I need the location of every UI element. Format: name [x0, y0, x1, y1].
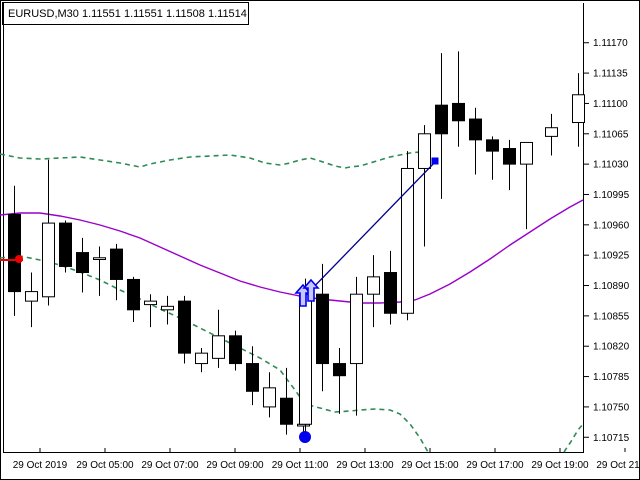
candlestick[interactable] — [401, 151, 414, 321]
candlestick[interactable] — [42, 159, 55, 306]
candlestick[interactable] — [195, 347, 208, 373]
candlestick[interactable] — [367, 255, 380, 328]
x-axis-tick-label: 29 Oct 05:00 — [76, 460, 134, 471]
candlestick[interactable] — [229, 330, 242, 371]
y-axis-tick-label: 1.10890 — [593, 281, 630, 292]
quote-header-text: EURUSD,M30 1.11551 1.11551 1.11508 1.115… — [8, 8, 247, 20]
y-axis-tick-label: 1.10820 — [593, 342, 630, 353]
x-axis-tick-label: 29 Oct 19:00 — [531, 460, 589, 471]
x-axis-ticks — [39, 448, 626, 452]
candlestick[interactable] — [435, 53, 448, 199]
x-axis-tick-label: 29 Oct 09:00 — [206, 460, 264, 471]
candlestick[interactable] — [572, 73, 585, 147]
x-axis-labels: 29 Oct 2019 29 Oct 05:00 29 Oct 07:00 29 Oc… — [13, 460, 640, 471]
candlestick[interactable] — [246, 346, 259, 406]
y-axis-tick-label: 1.10750 — [593, 402, 630, 413]
candlestick[interactable] — [469, 107, 482, 175]
y-axis-labels: 1.11170 1.11135 1.11100 1.11065 1.11030 1.109… — [593, 38, 630, 444]
y-axis-tick-label: 1.11170 — [593, 38, 628, 49]
candlestick[interactable] — [418, 125, 431, 247]
x-axis-tick-label: 29 Oct 07:00 — [141, 460, 199, 471]
x-axis-tick-label: 29 Oct 15:00 — [401, 460, 459, 471]
candlestick[interactable] — [503, 139, 516, 191]
candlestick[interactable] — [384, 250, 397, 325]
candlestick[interactable] — [212, 309, 225, 368]
candlestick[interactable] — [8, 185, 21, 316]
low-dot-marker[interactable] — [299, 431, 311, 443]
indicator-line — [563, 423, 584, 453]
candlestick[interactable] — [452, 51, 465, 147]
y-axis-tick-label: 1.10855 — [593, 311, 630, 322]
indicator-line — [0, 151, 426, 169]
candlestick[interactable] — [263, 372, 276, 418]
candlestick[interactable] — [144, 294, 157, 328]
x-axis-tick-label: 29 Oct 2019 — [13, 460, 68, 471]
chart-objects[interactable] — [0, 157, 439, 444]
candlestick[interactable] — [486, 136, 499, 180]
x-axis-tick-label: 29 Oct 11:00 — [272, 460, 329, 471]
candlestick[interactable] — [110, 243, 123, 301]
y-axis-tick-label: 1.11135 — [593, 69, 628, 80]
candlestick[interactable] — [350, 276, 363, 416]
y-axis-tick-label: 1.10960 — [593, 220, 630, 231]
candlestick-series[interactable] — [8, 51, 585, 440]
candlestick[interactable] — [127, 276, 140, 322]
candlestick[interactable] — [280, 367, 293, 435]
candlestick[interactable] — [76, 237, 89, 293]
candlestick[interactable] — [178, 295, 191, 364]
candlestick[interactable] — [25, 272, 38, 328]
y-axis-ticks — [584, 42, 589, 438]
candlestick[interactable] — [59, 220, 72, 273]
y-axis-tick-label: 1.11065 — [593, 129, 629, 140]
red-dot-marker[interactable] — [15, 255, 23, 263]
candlestick[interactable] — [316, 263, 329, 392]
y-axis-tick-label: 1.11030 — [593, 160, 629, 171]
y-axis-tick-label: 1.10995 — [593, 190, 630, 201]
candlestick[interactable] — [333, 347, 346, 414]
candlestick[interactable] — [161, 295, 174, 325]
y-axis-tick-label: 1.11100 — [593, 99, 628, 110]
y-axis-tick-label: 1.10785 — [593, 372, 630, 383]
x-axis-tick-label: 29 Oct 17:00 — [466, 460, 524, 471]
y-axis-tick-label: 1.10925 — [593, 251, 630, 262]
candlestick[interactable] — [93, 246, 106, 296]
y-axis-tick-label: 1.10715 — [593, 433, 630, 444]
quote-box — [2, 2, 249, 25]
buy-arrow-2[interactable] — [302, 278, 320, 302]
candlestick[interactable] — [520, 141, 533, 230]
entry-square-marker[interactable] — [431, 157, 439, 165]
indicator-line — [0, 255, 429, 453]
candlestick[interactable] — [545, 113, 558, 156]
x-axis-tick-label: 29 Oct 13:00 — [336, 460, 394, 471]
x-axis-tick-label: 29 Oct 21:00 — [596, 460, 640, 471]
signal-trend-line[interactable] — [303, 158, 439, 298]
